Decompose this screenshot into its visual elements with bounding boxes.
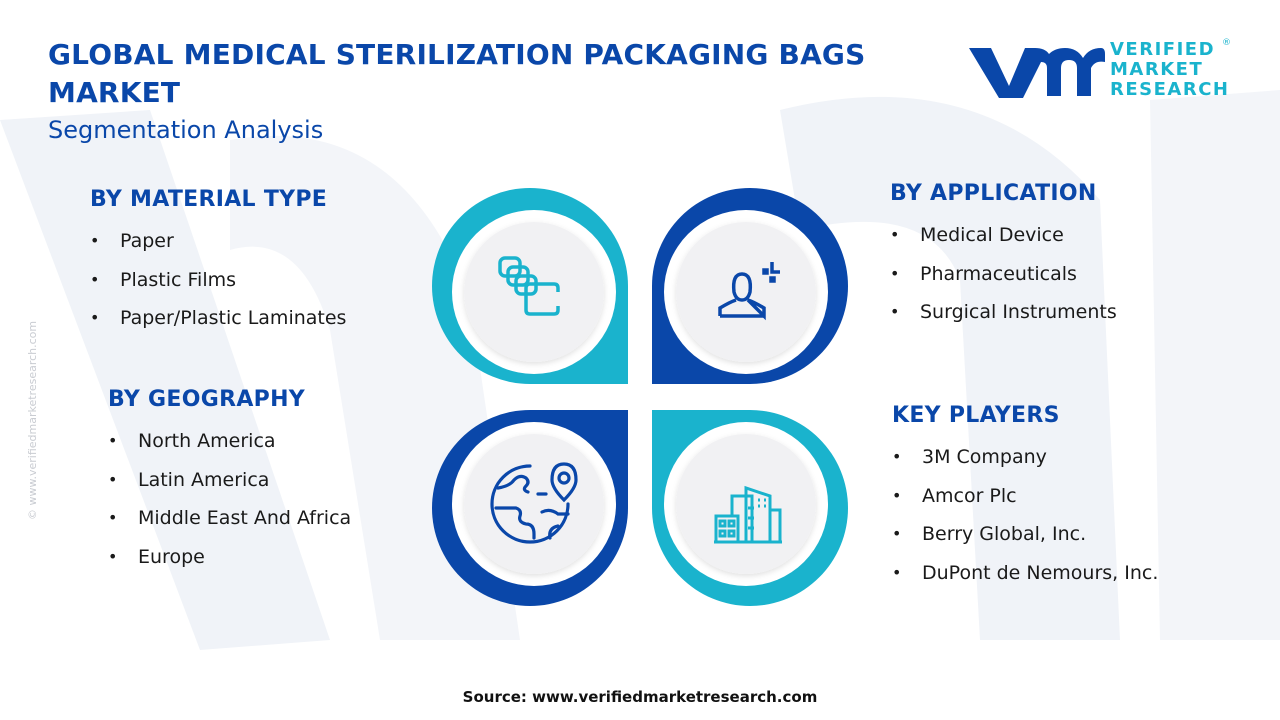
list-item: • Berry Global, Inc. bbox=[892, 523, 1087, 545]
logo-wordmark: VERIFIED MARKET RESEARCH bbox=[1110, 39, 1230, 100]
segment-key-players: KEY PLAYERS • 3M Company • Amcor Plc • Berr… bbox=[892, 403, 1158, 592]
page-title: GLOBAL MEDICAL STERILIZATION PACKAGING B… bbox=[48, 38, 866, 109]
list-item: • Medical Device bbox=[890, 224, 1064, 246]
list-item: • Paper/Plastic Laminates bbox=[90, 307, 347, 329]
buildings-icon bbox=[714, 485, 782, 544]
vmr-logo-mark bbox=[969, 48, 1105, 98]
segment-heading: KEY PLAYERS bbox=[892, 403, 1060, 428]
segmentation-quadrant-graphic bbox=[432, 188, 848, 606]
segment-heading: BY APPLICATION bbox=[890, 181, 1097, 206]
source-caption: Source: www.verifiedmarketresearch.com bbox=[462, 688, 818, 706]
list-item: • 3M Company bbox=[892, 446, 1047, 468]
segment-application: BY APPLICATION • Medical Device • Pharmace… bbox=[890, 181, 1117, 332]
quadrant-top-left bbox=[432, 188, 628, 384]
quadrant-top-right bbox=[652, 188, 848, 384]
list-item: • Pharmaceuticals bbox=[890, 262, 1077, 285]
segment-heading: BY MATERIAL TYPE bbox=[90, 187, 328, 212]
page-subtitle: Segmentation Analysis bbox=[48, 116, 324, 144]
segment-heading: BY GEOGRAPHY bbox=[108, 387, 306, 412]
list-item: • Europe bbox=[108, 545, 205, 568]
list-item: • Plastic Films bbox=[90, 268, 237, 291]
segment-geography: BY GEOGRAPHY • North America • Latin Ameri… bbox=[108, 387, 351, 576]
list-item: • Latin America bbox=[108, 468, 270, 491]
registered-mark: ® bbox=[1222, 38, 1231, 48]
quadrant-bottom-right bbox=[652, 410, 848, 606]
list-item: • DuPont de Nemours, Inc. bbox=[892, 561, 1159, 584]
list-item: • Surgical Instruments bbox=[890, 301, 1117, 323]
list-item: • Paper bbox=[90, 230, 174, 252]
segment-material-type: BY MATERIAL TYPE • Paper • Plastic Films •… bbox=[90, 187, 346, 338]
user-icon bbox=[718, 262, 780, 321]
list-item: • North America bbox=[108, 430, 276, 452]
side-watermark: © www.verifiedmarketresearch.com bbox=[26, 320, 39, 520]
list-item: • Middle East And Africa bbox=[108, 507, 352, 529]
quadrant-bottom-left bbox=[432, 410, 628, 606]
globe-pin-icon bbox=[490, 462, 578, 544]
layers-icon bbox=[498, 256, 560, 316]
list-item: • Amcor Plc bbox=[892, 484, 1017, 507]
